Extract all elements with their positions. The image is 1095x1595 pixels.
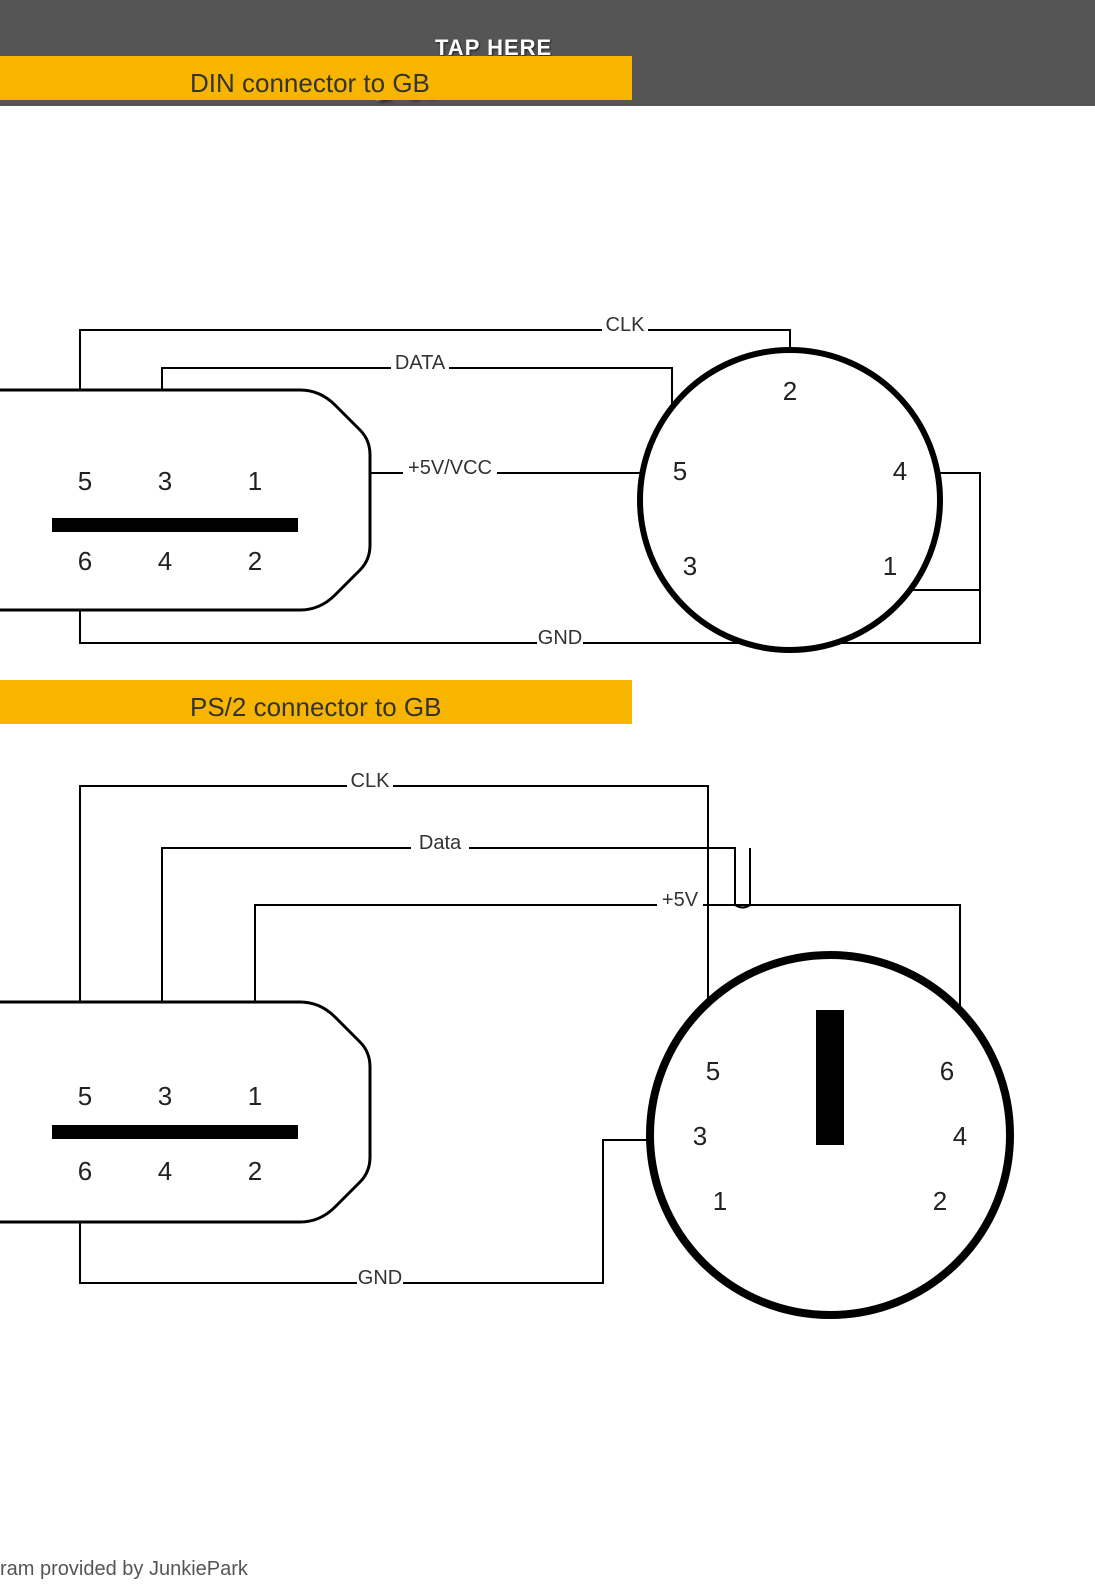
gb-pin-2: 2	[248, 546, 262, 576]
ps2-pin-5: 5	[706, 1056, 720, 1086]
gb-pin-5: 5	[78, 1081, 92, 1111]
gb-pin-2: 2	[248, 1156, 262, 1186]
gb-connector-outline-din	[0, 390, 370, 610]
gb-connector-slot-din	[52, 518, 298, 532]
wire-label-data: Data	[419, 832, 462, 854]
wire-label-gnd: GND	[358, 1267, 402, 1289]
gb-pin-6: 6	[78, 1156, 92, 1186]
wire-ps2-2	[735, 848, 750, 908]
section-din: CLK DATA +5V/VCC GND 5 3 1 6 4 2 2 5 4 3 1	[0, 140, 1095, 680]
din-pin-4: 4	[893, 456, 907, 486]
gb-pin-3: 3	[158, 466, 172, 496]
din-pin-5: 5	[673, 456, 687, 486]
ps2-connector-key	[816, 1010, 844, 1145]
wire-label-clk: CLK	[606, 314, 646, 336]
gb-pin-5: 5	[78, 466, 92, 496]
ps2-pin-3: 3	[693, 1121, 707, 1151]
gb-pin-4: 4	[158, 1156, 172, 1186]
gb-pin-4: 4	[158, 546, 172, 576]
wire-label-gnd: GND	[538, 627, 582, 649]
din-pin-3: 3	[683, 551, 697, 581]
gb-pin-1: 1	[248, 466, 262, 496]
header-title-din: DIN connector to GB	[190, 68, 430, 99]
wire-label-+5v: +5V	[662, 889, 699, 911]
header-title-ps2: PS/2 connector to GB	[190, 692, 441, 723]
din-pin-2: 2	[783, 376, 797, 406]
din-pin-1: 1	[883, 551, 897, 581]
gb-connector-slot-ps2	[52, 1125, 298, 1139]
wire-label-+5v/vcc: +5V/VCC	[408, 457, 492, 479]
ps2-pin-1: 1	[713, 1186, 727, 1216]
footer-credit: ram provided by JunkiePark	[0, 1558, 248, 1581]
wire-label-data: DATA	[395, 352, 446, 374]
ps2-pin-2: 2	[933, 1186, 947, 1216]
gb-connector-outline-ps2	[0, 1002, 370, 1222]
gb-pin-6: 6	[78, 546, 92, 576]
ps2-pin-6: 6	[940, 1056, 954, 1086]
ps2-pin-4: 4	[953, 1121, 967, 1151]
section-ps2: CLK Data +5V GND 5 3 1 6 4 2 5 6 3 4 1 2	[0, 680, 1095, 1340]
gb-pin-3: 3	[158, 1081, 172, 1111]
wire-label-clk: CLK	[351, 770, 391, 792]
gb-pin-1: 1	[248, 1081, 262, 1111]
